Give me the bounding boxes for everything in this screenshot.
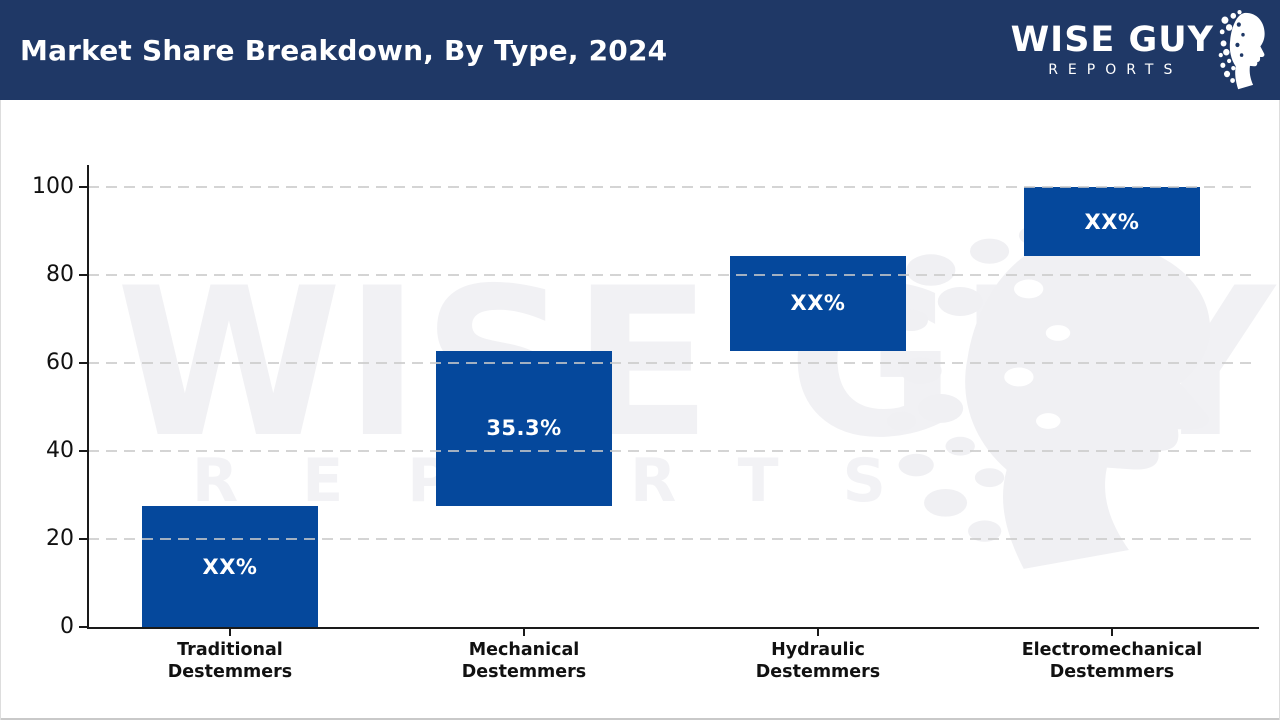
x-category-label-line: Destemmers [461,662,587,682]
gridline-100 [88,186,1258,188]
page-title: Market Share Breakdown, By Type, 2024 [20,33,668,67]
x-category-label-line: Mechanical [468,640,580,660]
gridline-80 [88,274,1258,276]
bar-value-label-electromechanical-destemmers: XX% [1084,209,1140,234]
x-tick-mark-traditional-destemmers [229,629,231,636]
x-tick-mark-mechanical-destemmers [523,629,525,636]
gridline-60 [88,362,1258,364]
watermark-head-icon [882,226,1234,576]
x-category-label-traditional-destemmers: Traditional Destemmers [83,639,377,683]
y-tick-label-80: 80 [46,262,74,287]
frame-left-border [0,100,1,720]
y-tick-label-100: 100 [32,174,74,199]
x-category-label-hydraulic-destemmers: Hydraulic Destemmers [671,639,965,683]
y-tick-mark-40 [79,450,87,452]
y-tick-label-60: 60 [46,350,74,375]
x-category-label-line: Destemmers [167,662,293,682]
bar-mechanical-destemmers: 35.3% [436,350,612,506]
bar-traditional-destemmers: XX% [142,506,318,627]
y-axis-line [87,165,89,629]
x-category-label-line: Traditional [177,640,283,660]
x-category-label-line: Electromechanical [1021,640,1203,660]
x-category-label-line: Destemmers [755,662,881,682]
x-category-label-line: Hydraulic [771,640,865,660]
x-tick-mark-electromechanical-destemmers [1111,629,1113,636]
x-tick-mark-hydraulic-destemmers [817,629,819,636]
x-category-label-line: Destemmers [1049,662,1175,682]
logo-text: WISE GUY REPORTS [1010,19,1214,78]
y-tick-mark-60 [79,362,87,364]
bar-hydraulic-destemmers: XX% [730,256,906,351]
wiseguy-logo: WISE GUY REPORTS [1011,0,1268,100]
x-category-label-electromechanical-destemmers: Electromechanical Destemmers [965,639,1259,683]
y-tick-mark-0 [79,626,87,628]
logo-subtitle: REPORTS [1048,61,1183,78]
y-tick-label-20: 20 [46,526,74,551]
bar-value-label-hydraulic-destemmers: XX% [790,291,846,316]
bar-value-label-traditional-destemmers: XX% [202,554,258,579]
x-axis-line [87,627,1259,629]
y-tick-label-0: 0 [60,614,74,639]
y-tick-mark-80 [79,274,87,276]
logo-wordmark: WISE GUY [1010,19,1214,60]
frame-bottom-border [0,718,1280,720]
x-category-label-mechanical-destemmers: Mechanical Destemmers [377,639,671,683]
bar-value-label-mechanical-destemmers: 35.3% [486,416,562,441]
bar-electromechanical-destemmers: XX% [1024,187,1200,257]
header-bar: Market Share Breakdown, By Type, 2024 WI… [0,0,1280,100]
gridline-40 [88,450,1258,452]
gridline-20 [88,538,1258,540]
y-tick-label-40: 40 [46,438,74,463]
y-tick-mark-20 [79,538,87,540]
y-tick-mark-100 [79,186,87,188]
wiseguy-head-icon [1218,10,1268,90]
